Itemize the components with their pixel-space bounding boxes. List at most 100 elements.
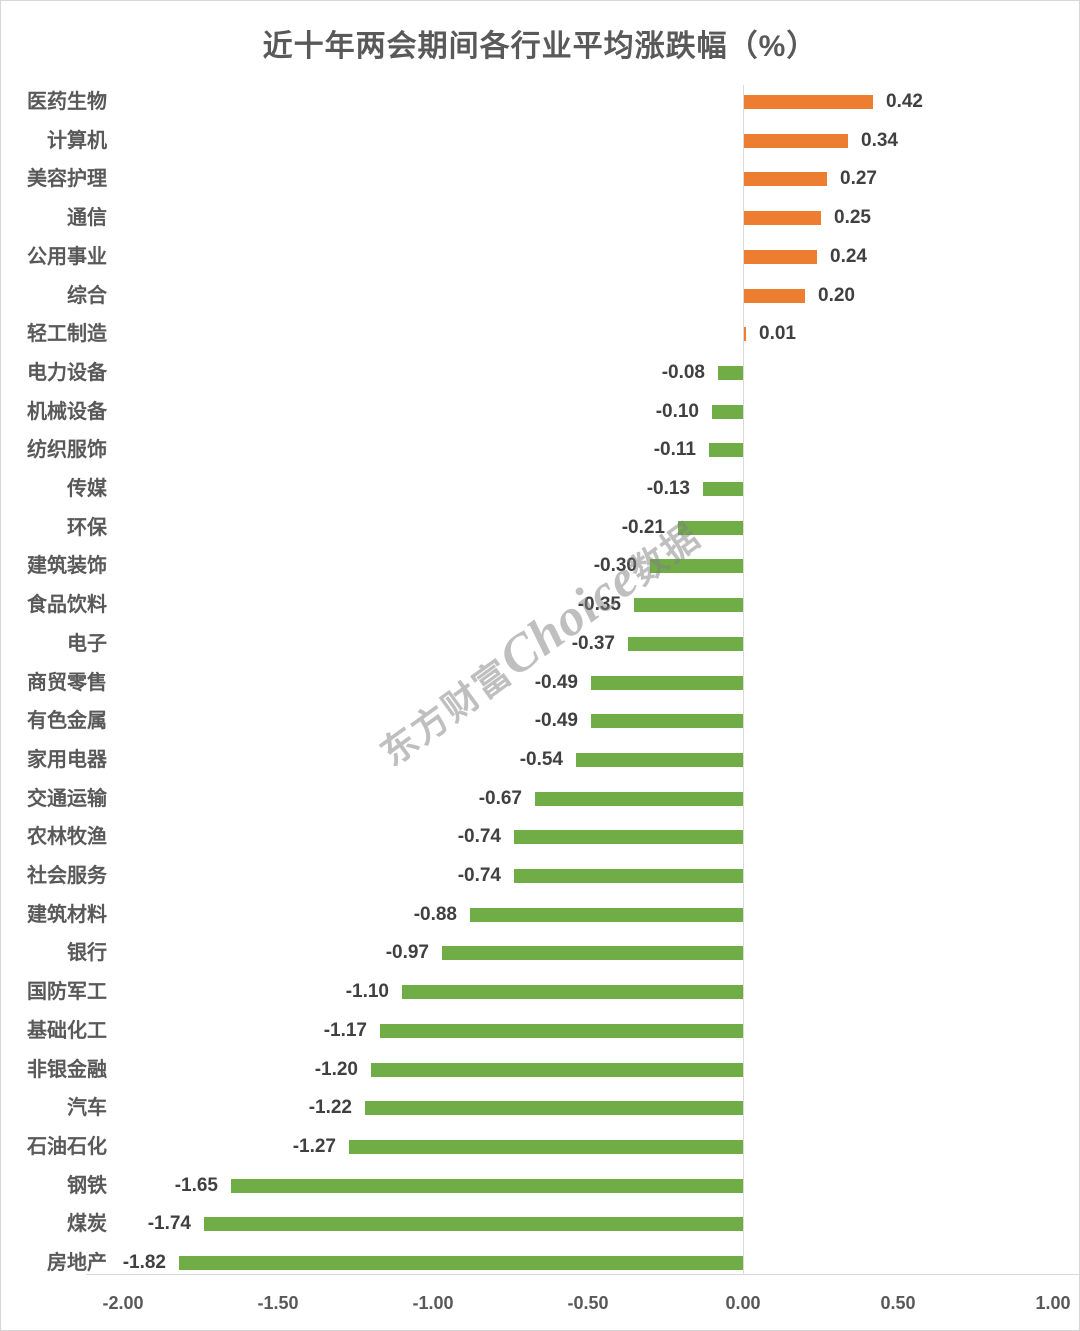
- value-label: 0.27: [840, 168, 877, 190]
- category-label: 石油石化: [27, 1135, 107, 1158]
- category-label: 医药生物: [27, 91, 107, 113]
- x-tick-label: -1.00: [412, 1293, 454, 1313]
- category-label: 有色金属: [27, 710, 107, 733]
- bar-negative: [380, 1024, 743, 1038]
- bar-negative: [709, 443, 743, 457]
- category-label: 钢铁: [67, 1174, 107, 1197]
- value-label: -0.88: [413, 903, 457, 925]
- category-label: 家用电器: [27, 748, 107, 771]
- category-label: 机械设备: [27, 400, 107, 423]
- value-label: -0.30: [593, 555, 637, 577]
- category-label: 房地产: [47, 1252, 107, 1274]
- category-label: 环保: [67, 516, 107, 539]
- bar-positive: [743, 211, 821, 225]
- category-label: 社会服务: [27, 865, 107, 887]
- category-label: 交通运输: [27, 787, 107, 810]
- value-label: -0.74: [457, 826, 501, 848]
- category-label: 银行: [67, 942, 107, 965]
- value-label: -1.17: [323, 1019, 367, 1041]
- category-label: 基础化工: [27, 1019, 107, 1042]
- zero-axis-line: [743, 85, 744, 1275]
- value-label: 0.34: [861, 129, 898, 151]
- value-label: -1.65: [174, 1174, 218, 1196]
- value-label: -1.27: [292, 1135, 336, 1157]
- x-tick-label: 0.50: [880, 1293, 916, 1313]
- bar-positive: [743, 289, 805, 303]
- category-label: 建筑材料: [27, 903, 107, 926]
- bar-negative: [591, 714, 743, 728]
- value-label: -1.10: [345, 981, 389, 1003]
- bar-negative: [470, 908, 743, 922]
- category-label: 轻工制造: [27, 323, 107, 346]
- bar-positive: [743, 172, 827, 186]
- x-tick-label: -2.00: [102, 1293, 144, 1313]
- bar-negative: [628, 637, 743, 651]
- bar-positive: [743, 95, 873, 109]
- x-tick-label: -1.50: [257, 1293, 299, 1313]
- value-label: 0.20: [818, 284, 855, 306]
- bar-negative: [179, 1256, 743, 1270]
- watermark-text-left: 东方财富: [372, 651, 520, 774]
- category-label: 综合: [67, 284, 107, 307]
- bar-negative: [634, 598, 743, 612]
- x-axis-line: [86, 1274, 1079, 1275]
- x-tick-label: 1.00: [1035, 1293, 1071, 1313]
- value-label: -1.22: [308, 1097, 352, 1119]
- x-tick-label: -0.50: [567, 1293, 609, 1313]
- bar-negative: [349, 1140, 743, 1154]
- category-label: 食品饮料: [27, 594, 107, 617]
- bar-negative: [231, 1179, 743, 1193]
- value-label: -0.11: [653, 439, 696, 461]
- value-label: -1.82: [122, 1252, 166, 1273]
- value-label: -0.13: [646, 478, 690, 499]
- value-label: -0.97: [385, 942, 429, 964]
- bar-negative: [591, 676, 743, 690]
- category-label: 计算机: [47, 129, 107, 152]
- category-label: 纺织服饰: [27, 439, 107, 462]
- category-label: 电子: [67, 632, 107, 655]
- bar-positive: [743, 327, 746, 341]
- bar-negative: [712, 405, 743, 419]
- bar-negative: [718, 366, 743, 380]
- bar-positive: [743, 250, 817, 264]
- value-label: 0.42: [886, 91, 923, 112]
- value-label: -0.10: [655, 400, 699, 422]
- value-label: -0.35: [577, 594, 621, 616]
- value-label: -0.49: [534, 671, 578, 693]
- chart-title: 近十年两会期间各行业平均涨跌幅（%）: [262, 30, 818, 63]
- bar-negative: [650, 559, 743, 573]
- category-label: 电力设备: [27, 361, 107, 384]
- category-label: 汽车: [67, 1097, 107, 1120]
- x-tick-label: 0.00: [725, 1293, 761, 1313]
- bar-negative: [442, 946, 743, 960]
- bar-negative: [371, 1063, 743, 1077]
- value-label: -1.20: [314, 1058, 358, 1080]
- value-label: -0.37: [571, 632, 615, 654]
- category-label: 煤炭: [67, 1213, 107, 1236]
- value-label: -0.74: [457, 865, 501, 886]
- category-label: 农林牧渔: [27, 826, 107, 849]
- category-label: 美容护理: [27, 168, 107, 191]
- value-label: -1.74: [147, 1213, 191, 1235]
- category-label: 通信: [67, 207, 107, 230]
- category-label: 国防军工: [27, 981, 107, 1004]
- value-label: 0.24: [830, 245, 867, 267]
- value-label: -0.08: [661, 361, 705, 383]
- bar-negative: [576, 753, 743, 767]
- category-label: 公用事业: [27, 245, 107, 268]
- value-label: 0.25: [834, 207, 871, 229]
- value-label: 0.01: [759, 323, 796, 345]
- category-label: 非银金融: [27, 1058, 107, 1081]
- category-label: 传媒: [67, 478, 107, 500]
- bar-negative: [703, 482, 743, 496]
- bar-positive: [743, 134, 848, 148]
- bar-negative: [514, 830, 743, 844]
- bar-negative: [402, 985, 743, 999]
- value-label: -0.54: [519, 748, 563, 770]
- value-label: -0.21: [621, 516, 665, 538]
- value-label: -0.67: [478, 787, 522, 809]
- bar-negative: [365, 1101, 743, 1115]
- value-label: -0.49: [534, 710, 578, 732]
- bar-negative: [535, 792, 743, 806]
